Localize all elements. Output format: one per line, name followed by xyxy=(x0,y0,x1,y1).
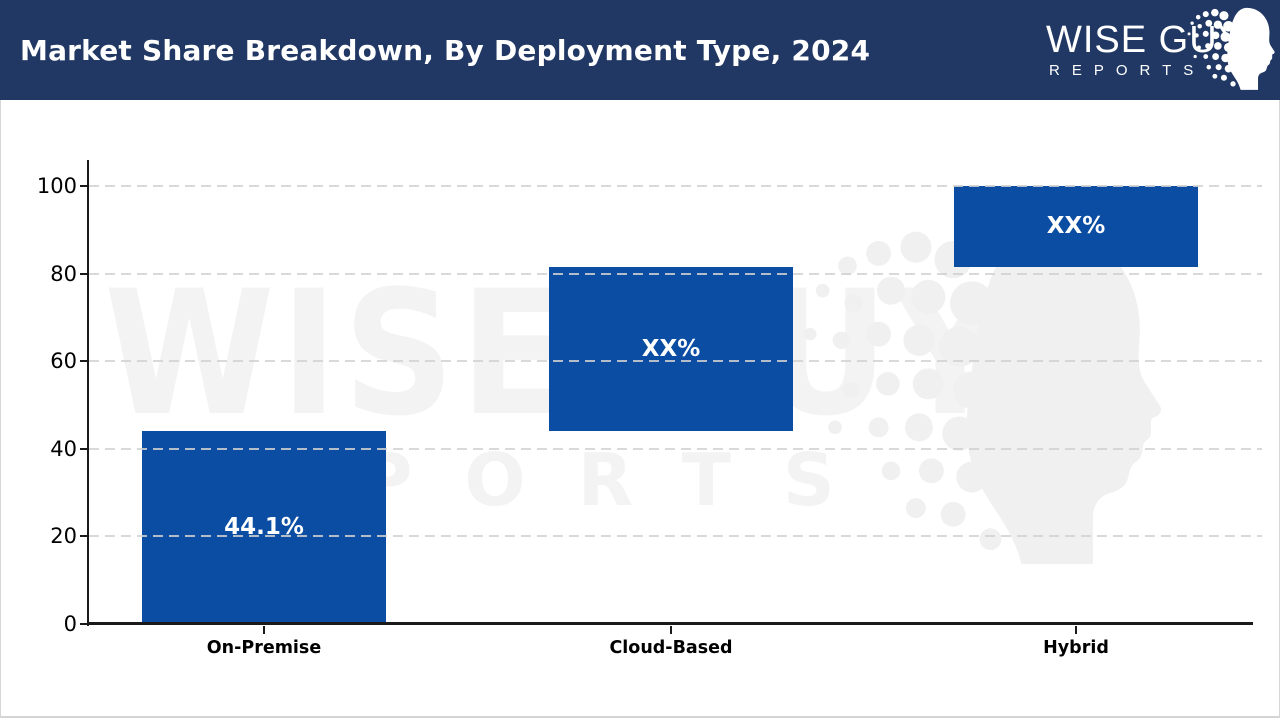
y-tick-label: 100 xyxy=(36,174,77,199)
x-category-label: On-Premise xyxy=(206,638,322,658)
bar-segment xyxy=(954,186,1198,267)
brand-face-icon xyxy=(1187,7,1275,90)
y-tick-label: 0 xyxy=(63,612,77,636)
y-tick-mark xyxy=(80,272,88,275)
y-gridline xyxy=(89,272,1262,275)
y-gridline xyxy=(89,360,1262,363)
y-gridline xyxy=(89,535,1262,538)
bar-value-label: 44.1% xyxy=(224,514,304,541)
header-bar: Market Share Breakdown, By Deployment Ty… xyxy=(0,0,1280,100)
y-tick-mark xyxy=(80,447,88,450)
x-tick-mark xyxy=(670,626,672,634)
brand-logo: WISE GUY REPORTS xyxy=(1046,21,1244,79)
y-gridline xyxy=(89,447,1262,450)
x-category-label: Hybrid xyxy=(1043,638,1109,658)
y-tick-mark xyxy=(80,535,88,538)
y-tick-label: 60 xyxy=(50,349,77,374)
page-title: Market Share Breakdown, By Deployment Ty… xyxy=(20,33,871,67)
x-tick-mark xyxy=(1075,626,1077,634)
y-tick-label: 40 xyxy=(50,436,77,461)
x-axis-line xyxy=(87,622,1253,625)
y-tick-label: 80 xyxy=(50,261,77,286)
brand-name: WISE GUY xyxy=(1046,19,1245,61)
bar-value-label: XX% xyxy=(641,335,701,362)
y-tick-mark xyxy=(80,623,88,625)
bar-segment xyxy=(549,266,793,431)
y-tick-label: 20 xyxy=(50,524,77,549)
x-category-label: Cloud-Based xyxy=(609,638,733,658)
y-gridline xyxy=(89,185,1262,188)
bar-segment xyxy=(142,430,386,624)
y-tick-mark xyxy=(80,185,88,188)
brand-subtitle: REPORTS xyxy=(1049,62,1206,79)
y-tick-mark xyxy=(80,360,88,363)
bar-value-label: XX% xyxy=(1046,213,1106,240)
y-axis-line xyxy=(87,160,89,626)
x-tick-mark xyxy=(263,626,265,634)
